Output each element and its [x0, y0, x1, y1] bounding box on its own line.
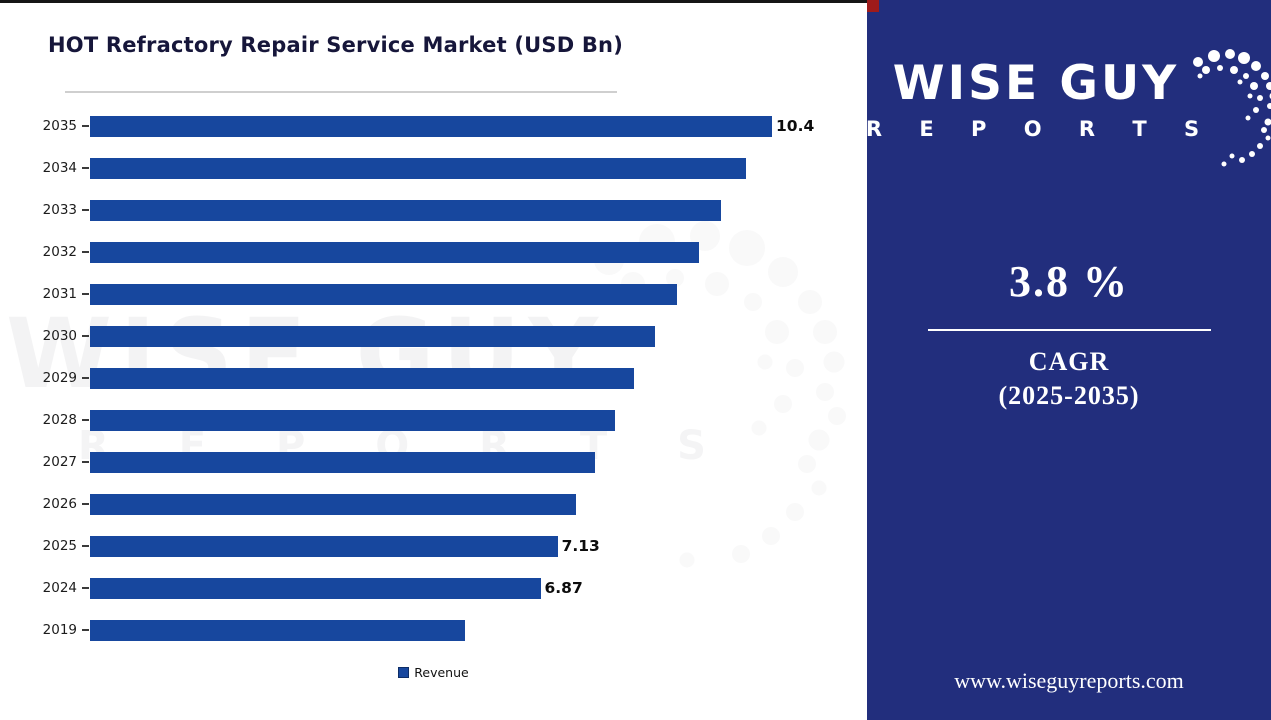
axis-tick: [82, 335, 89, 337]
chart-row: 2027: [20, 441, 867, 483]
axis-tick: [82, 587, 89, 589]
chart-row: 2031: [20, 273, 867, 315]
bar: [90, 409, 615, 431]
bar-track: [90, 241, 772, 263]
cagr-block: 3.8 % CAGR (2025-2035): [867, 256, 1271, 411]
chart-rows: 2035 10.4 2034 2033 2032 2031 2030 2029 2028 2027…: [0, 105, 867, 651]
website-url: www.wiseguyreports.com: [954, 668, 1184, 693]
chart-row: 2034: [20, 147, 867, 189]
brand-logo: WISE GUY R E P O R T S: [867, 48, 1271, 172]
axis-tick: [82, 377, 89, 379]
axis-tick: [82, 125, 89, 127]
red-accent: [867, 0, 879, 12]
chart-row: 2032: [20, 231, 867, 273]
y-axis-label: 2019: [42, 622, 77, 638]
bar-track: [90, 367, 772, 389]
bar: [90, 367, 635, 389]
bar: [90, 577, 541, 599]
bar-track: [90, 283, 772, 305]
y-axis-label: 2028: [42, 412, 77, 428]
brand-panel: WISE GUY R E P O R T S 3.8: [867, 0, 1271, 720]
chart-row: 2033: [20, 189, 867, 231]
legend-label: Revenue: [414, 665, 469, 680]
cagr-label: CAGR: [1028, 347, 1110, 376]
chart-row: 2028: [20, 399, 867, 441]
chart-row: 2019: [20, 609, 867, 651]
bar: [90, 241, 699, 263]
chart-row: 2024 6.87: [20, 567, 867, 609]
chart-row: 2035 10.4: [20, 105, 867, 147]
chart-panel: WISE GUY R E P O R T S HOT Refractory Re…: [0, 0, 867, 680]
bar-value-label: 10.4: [776, 117, 815, 135]
axis-tick: [82, 251, 89, 253]
legend: Revenue: [0, 665, 867, 680]
y-axis-label: 2033: [42, 202, 77, 218]
y-axis-label: 2035: [42, 118, 77, 134]
axis-tick: [82, 629, 89, 631]
bar-value-label: 7.13: [561, 537, 600, 555]
bar-value-label: 6.87: [544, 579, 583, 597]
bar: [90, 283, 677, 305]
chart-row: 2030: [20, 315, 867, 357]
chart-title: HOT Refractory Repair Service Market (US…: [48, 33, 623, 57]
y-axis-label: 2031: [42, 286, 77, 302]
axis-tick: [82, 545, 89, 547]
cagr-value: 3.8 %: [1009, 257, 1129, 306]
y-axis-label: 2030: [42, 328, 77, 344]
axis-tick: [82, 293, 89, 295]
y-axis-label: 2027: [42, 454, 77, 470]
y-axis-label: 2034: [42, 160, 77, 176]
bar: [90, 115, 772, 137]
bar: [90, 493, 576, 515]
y-axis-label: 2026: [42, 496, 77, 512]
axis-tick: [82, 209, 89, 211]
brand-text: WISE GUY R E P O R T S: [867, 56, 1214, 141]
axis-tick: [82, 461, 89, 463]
brand-name: WISE GUY: [892, 56, 1180, 111]
bar: [90, 535, 558, 557]
legend-swatch: [398, 667, 410, 678]
chart-row: 2026: [20, 483, 867, 525]
bar-track: [90, 619, 772, 641]
bar-track: [90, 451, 772, 473]
head-dots-icon: [1193, 49, 1271, 167]
y-axis-label: 2032: [42, 244, 77, 260]
bar: [90, 325, 656, 347]
brand-subname: R E P O R T S: [867, 117, 1215, 141]
bar: [90, 619, 466, 641]
y-axis-label: 2024: [42, 580, 77, 596]
axis-tick: [82, 167, 89, 169]
bar-track: [90, 157, 772, 179]
cagr-range: (2025-2035): [998, 381, 1140, 410]
axis-tick: [82, 419, 89, 421]
bar: [90, 451, 595, 473]
axis-tick: [82, 503, 89, 505]
chart-row: 2025 7.13: [20, 525, 867, 567]
bar: [90, 199, 721, 221]
bar-track: [90, 325, 772, 347]
y-axis-label: 2029: [42, 370, 77, 386]
chart-row: 2029: [20, 357, 867, 399]
bar: [90, 157, 746, 179]
cagr-divider: [927, 329, 1211, 331]
bar-track: [90, 409, 772, 431]
y-axis-label: 2025: [42, 538, 77, 554]
bar-track: [90, 199, 772, 221]
bar-track: 6.87: [90, 577, 772, 599]
bar-track: 7.13: [90, 535, 772, 557]
bar-track: [90, 493, 772, 515]
title-separator: [65, 91, 617, 93]
bar-track: 10.4: [90, 115, 814, 137]
